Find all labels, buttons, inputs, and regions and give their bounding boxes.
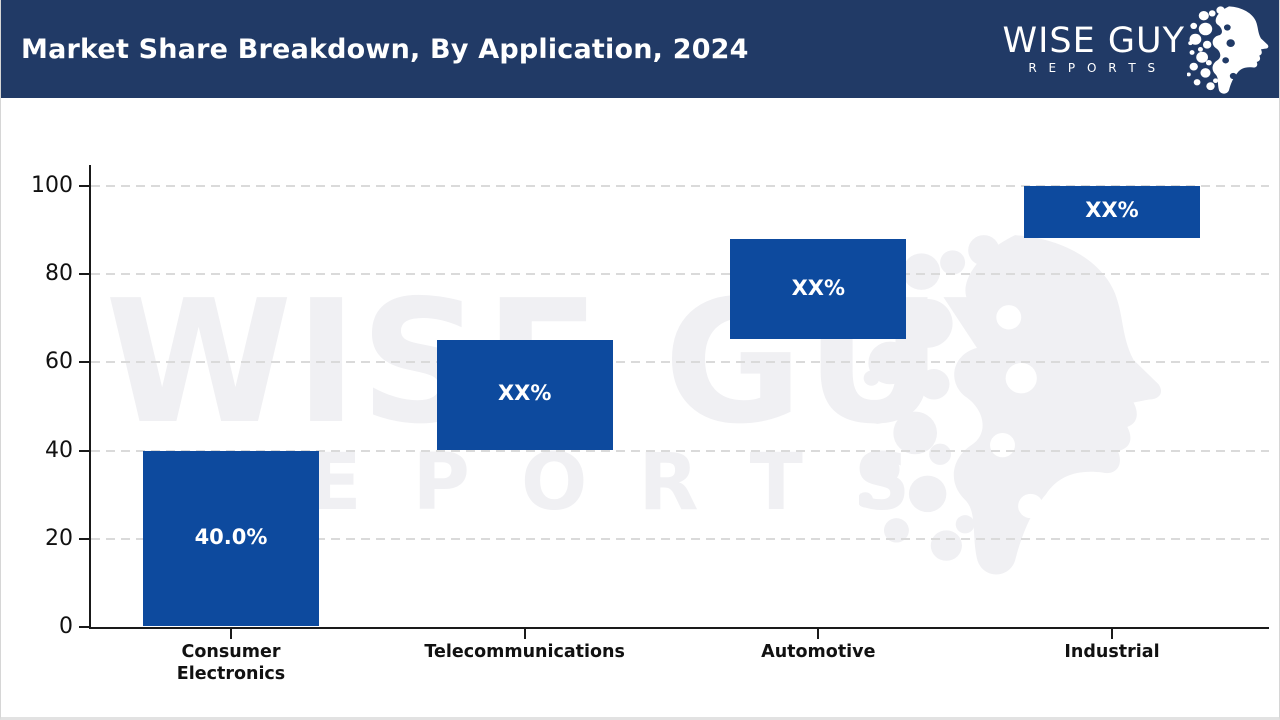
x-axis-line xyxy=(89,627,1269,629)
wise-guy-head-icon xyxy=(1187,6,1269,94)
y-tick-label-40: 40 xyxy=(45,437,73,463)
x-tick-label-2: Automotive xyxy=(761,642,876,662)
x-tick-label-3: Industrial xyxy=(1064,642,1160,662)
y-tick-label-100: 100 xyxy=(31,173,73,198)
x-tick-2 xyxy=(817,629,820,639)
x-tick-label-1: Telecommunications xyxy=(424,642,625,662)
logo-wordmark: WISE GUY xyxy=(1002,21,1185,61)
bar-value-label: XX% xyxy=(791,275,846,300)
gridline-60 xyxy=(91,361,1269,364)
y-tick-20 xyxy=(79,537,89,540)
logo-text: WISE GUY R E P O R T S xyxy=(1002,23,1185,75)
header: Market Share Breakdown, By Application, … xyxy=(1,0,1279,98)
x-tick-label-0: Consumer Electronics xyxy=(176,642,286,684)
y-tick-label-60: 60 xyxy=(45,349,73,375)
y-tick-label-0: 0 xyxy=(59,614,73,639)
bar-telecommunications: XX% xyxy=(436,340,613,450)
bar-value-label: XX% xyxy=(497,381,552,406)
y-tick-40 xyxy=(79,449,89,452)
x-tick-1 xyxy=(523,629,526,639)
gridline-100 xyxy=(91,185,1269,187)
y-axis-line xyxy=(89,165,91,629)
gridline-40 xyxy=(91,449,1269,452)
bar-consumer-electronics: 40.0% xyxy=(143,450,319,626)
gridline-20 xyxy=(91,537,1269,540)
y-tick-60 xyxy=(79,361,89,364)
wise-guy-logo: WISE GUY R E P O R T S xyxy=(1002,0,1271,98)
bar-industrial: XX% xyxy=(1024,186,1200,238)
x-tick-3 xyxy=(1111,629,1113,639)
logo-reports-text: R E P O R T S xyxy=(1028,61,1160,75)
y-tick-80 xyxy=(79,273,89,276)
bar-automotive: XX% xyxy=(730,238,907,340)
bar-value-label: 40.0% xyxy=(194,524,268,549)
y-tick-100 xyxy=(79,185,89,187)
gridline-80 xyxy=(91,273,1269,276)
y-tick-0 xyxy=(79,626,89,628)
chart-title: Market Share Breakdown, By Application, … xyxy=(21,33,749,65)
y-tick-label-20: 20 xyxy=(45,525,73,551)
x-tick-0 xyxy=(230,629,232,639)
bar-value-label: XX% xyxy=(1085,198,1139,223)
y-tick-label-80: 80 xyxy=(45,261,73,287)
